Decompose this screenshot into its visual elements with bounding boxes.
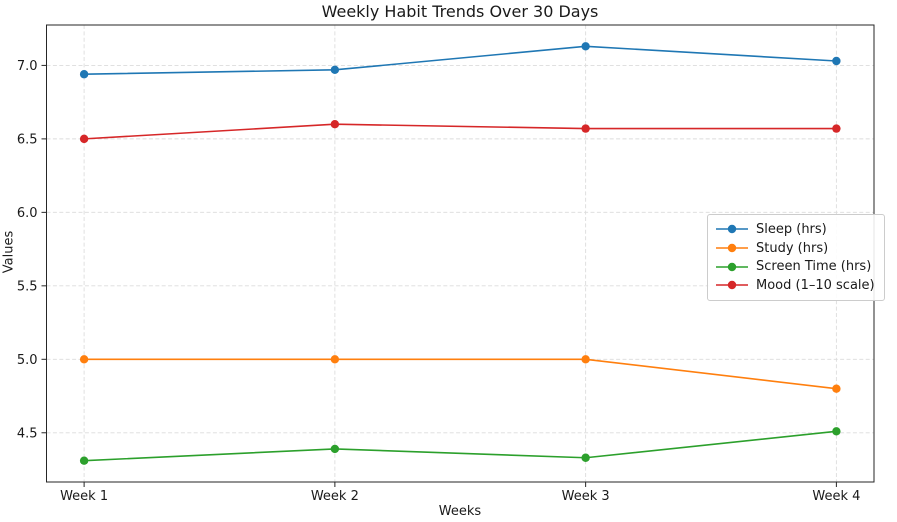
y-tick-label: 6.5 bbox=[17, 132, 38, 147]
legend-label: Mood (1–10 scale) bbox=[756, 277, 875, 293]
series-line-study-hrs bbox=[84, 358, 837, 390]
data-point-mood-1-10-scale-1 bbox=[79, 134, 89, 144]
legend-line-icon bbox=[716, 225, 748, 234]
legend-marker bbox=[727, 281, 737, 290]
series-line-screen-time-hrs bbox=[84, 430, 837, 462]
legend-label: Screen Time (hrs) bbox=[756, 259, 872, 275]
y-tick-label: 6.0 bbox=[17, 206, 38, 221]
data-point-screen-time-hrs-2 bbox=[330, 444, 340, 454]
legend-item-mood-1-10-scale: Mood (1–10 scale) bbox=[715, 276, 875, 295]
data-point-mood-1-10-scale-4 bbox=[832, 124, 841, 133]
legend-marker bbox=[727, 225, 737, 234]
legend-item-screen-time-hrs: Screen Time (hrs) bbox=[715, 257, 875, 276]
x-tick-label: Week 1 bbox=[60, 489, 108, 504]
chart-title: Weekly Habit Trends Over 30 Days bbox=[321, 2, 599, 21]
series-line-sleep-hrs bbox=[84, 45, 837, 76]
legend-item-study-hrs: Study (hrs) bbox=[715, 239, 875, 258]
data-point-sleep-hrs-2 bbox=[330, 65, 340, 75]
data-point-study-hrs-3 bbox=[581, 355, 590, 364]
x-tick-label: Week 2 bbox=[311, 489, 359, 504]
legend-line-icon bbox=[716, 262, 748, 271]
data-point-study-hrs-1 bbox=[79, 355, 89, 364]
y-axis-label: Values bbox=[1, 230, 17, 274]
legend-item-sleep-hrs: Sleep (hrs) bbox=[715, 220, 875, 239]
data-point-mood-1-10-scale-3 bbox=[581, 124, 590, 133]
data-point-mood-1-10-scale-2 bbox=[330, 119, 340, 129]
legend-label: Sleep (hrs) bbox=[756, 221, 827, 237]
x-tick-label: Week 4 bbox=[812, 489, 860, 504]
legend-marker bbox=[727, 262, 737, 271]
legend-label: Study (hrs) bbox=[756, 240, 829, 256]
y-tick-label: 5.0 bbox=[17, 353, 38, 368]
data-point-sleep-hrs-4 bbox=[832, 56, 841, 66]
legend-line-icon bbox=[716, 281, 748, 290]
data-point-screen-time-hrs-4 bbox=[832, 427, 841, 436]
data-point-study-hrs-4 bbox=[832, 384, 841, 393]
legend-line-icon bbox=[716, 243, 748, 253]
y-tick-label: 5.5 bbox=[17, 279, 38, 294]
legend: Sleep (hrs) Study (hrs) Screen Time (hrs) M… bbox=[707, 214, 885, 301]
data-point-screen-time-hrs-3 bbox=[581, 453, 590, 462]
x-axis-label: Weeks bbox=[438, 504, 482, 519]
y-tick-label: 4.5 bbox=[17, 426, 38, 441]
x-tick-label: Week 3 bbox=[562, 489, 610, 504]
legend-marker bbox=[727, 243, 737, 253]
data-point-screen-time-hrs-1 bbox=[79, 456, 89, 465]
series-line-mood-1-10-scale bbox=[84, 123, 837, 140]
data-point-study-hrs-2 bbox=[330, 355, 340, 364]
data-point-sleep-hrs-3 bbox=[581, 42, 590, 51]
y-tick-label: 7.0 bbox=[17, 59, 38, 74]
data-point-sleep-hrs-1 bbox=[79, 70, 89, 79]
